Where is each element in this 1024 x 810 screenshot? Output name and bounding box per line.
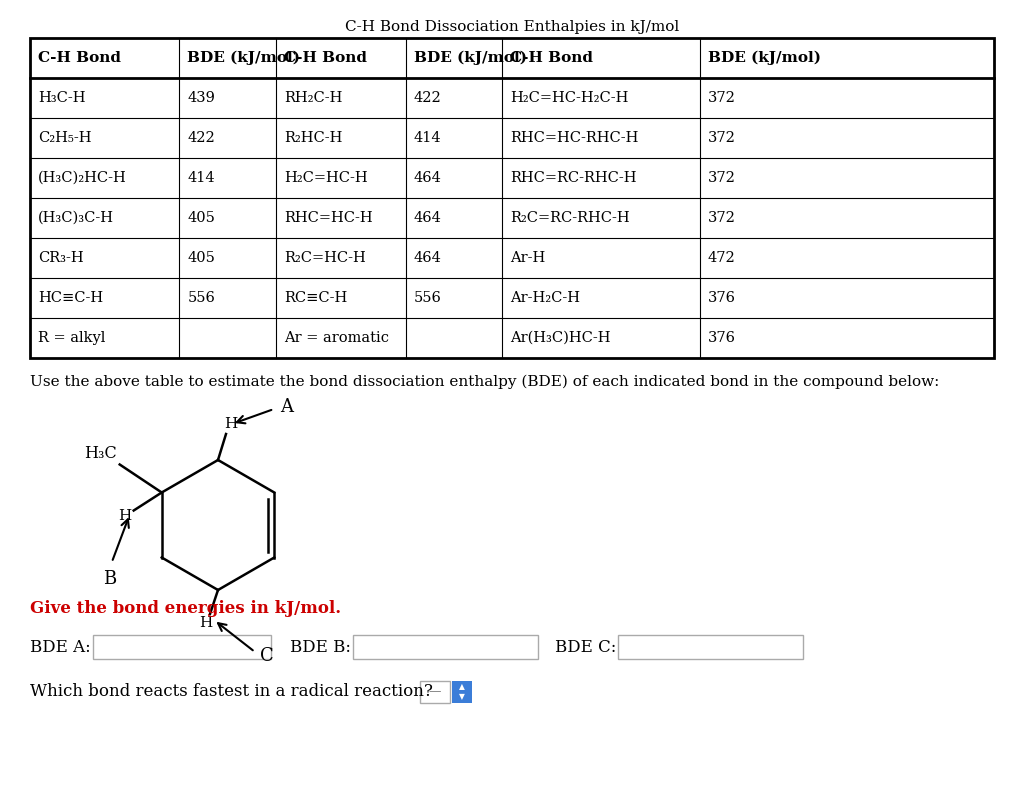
FancyBboxPatch shape — [93, 635, 271, 659]
Text: 439: 439 — [187, 91, 215, 105]
Text: HC≡C-H: HC≡C-H — [38, 291, 103, 305]
Text: ▼: ▼ — [459, 693, 465, 701]
Text: BDE B:: BDE B: — [290, 638, 351, 655]
Text: RHC=HC-H: RHC=HC-H — [284, 211, 373, 225]
Text: 376: 376 — [708, 331, 736, 345]
Text: BDE (kJ/mol): BDE (kJ/mol) — [187, 51, 300, 65]
Text: 422: 422 — [414, 91, 441, 105]
Text: RHC=HC-RHC-H: RHC=HC-RHC-H — [510, 131, 639, 145]
Text: Use the above table to estimate the bond dissociation enthalpy (BDE) of each ind: Use the above table to estimate the bond… — [30, 375, 939, 390]
Text: BDE A:: BDE A: — [30, 638, 91, 655]
Text: 405: 405 — [187, 211, 215, 225]
Text: H₂C=HC-H: H₂C=HC-H — [284, 171, 368, 185]
FancyBboxPatch shape — [452, 681, 472, 703]
Text: 464: 464 — [414, 211, 441, 225]
Text: Which bond reacts fastest in a radical reaction?: Which bond reacts fastest in a radical r… — [30, 684, 433, 701]
FancyBboxPatch shape — [353, 635, 538, 659]
Text: R = alkyl: R = alkyl — [38, 331, 105, 345]
FancyBboxPatch shape — [420, 681, 450, 703]
Text: (H₃C)₂HC-H: (H₃C)₂HC-H — [38, 171, 127, 185]
Text: RH₂C-H: RH₂C-H — [284, 91, 342, 105]
Text: 372: 372 — [708, 171, 736, 185]
Text: B: B — [103, 570, 117, 589]
Text: 556: 556 — [414, 291, 441, 305]
Text: C-H Bond: C-H Bond — [510, 51, 593, 65]
Text: C-H Bond: C-H Bond — [38, 51, 121, 65]
Text: C-H Bond: C-H Bond — [284, 51, 367, 65]
Bar — [30, 38, 994, 358]
Text: Give the bond energies in kJ/mol.: Give the bond energies in kJ/mol. — [30, 600, 341, 617]
Text: C₂H₅-H: C₂H₅-H — [38, 131, 91, 145]
Text: R₂C=RC-RHC-H: R₂C=RC-RHC-H — [510, 211, 630, 225]
Text: Ar-H: Ar-H — [510, 251, 546, 265]
Text: A: A — [280, 398, 293, 416]
Text: Ar = aromatic: Ar = aromatic — [284, 331, 389, 345]
Text: R₂HC-H: R₂HC-H — [284, 131, 342, 145]
Text: C: C — [260, 647, 273, 665]
Text: (H₃C)₃C-H: (H₃C)₃C-H — [38, 211, 114, 225]
Text: H₂C=HC-H₂C-H: H₂C=HC-H₂C-H — [510, 91, 629, 105]
Text: BDE (kJ/mol): BDE (kJ/mol) — [708, 51, 821, 65]
Text: H: H — [199, 616, 212, 630]
Text: 472: 472 — [708, 251, 735, 265]
Text: 422: 422 — [187, 131, 215, 145]
Text: 414: 414 — [414, 131, 441, 145]
Text: ▲: ▲ — [459, 683, 465, 692]
Text: R₂C=HC-H: R₂C=HC-H — [284, 251, 366, 265]
Text: H: H — [224, 417, 238, 431]
Text: 372: 372 — [708, 131, 736, 145]
Text: 414: 414 — [187, 171, 215, 185]
Text: Ar(H₃C)HC-H: Ar(H₃C)HC-H — [510, 331, 611, 345]
Text: —: — — [429, 685, 441, 698]
Text: BDE C:: BDE C: — [555, 638, 616, 655]
Text: 405: 405 — [187, 251, 215, 265]
Text: 464: 464 — [414, 251, 441, 265]
Text: CR₃-H: CR₃-H — [38, 251, 84, 265]
Text: 556: 556 — [187, 291, 215, 305]
Text: RC≡C-H: RC≡C-H — [284, 291, 347, 305]
Text: 372: 372 — [708, 211, 736, 225]
Text: H: H — [119, 509, 132, 523]
Text: 376: 376 — [708, 291, 736, 305]
Text: BDE (kJ/mol): BDE (kJ/mol) — [414, 51, 527, 65]
Text: H₃C-H: H₃C-H — [38, 91, 85, 105]
Text: Ar-H₂C-H: Ar-H₂C-H — [510, 291, 581, 305]
FancyBboxPatch shape — [618, 635, 803, 659]
Text: 464: 464 — [414, 171, 441, 185]
Text: RHC=RC-RHC-H: RHC=RC-RHC-H — [510, 171, 637, 185]
Text: C-H Bond Dissociation Enthalpies in kJ/mol: C-H Bond Dissociation Enthalpies in kJ/m… — [345, 20, 679, 34]
Text: 372: 372 — [708, 91, 736, 105]
Text: H₃C: H₃C — [84, 446, 117, 463]
